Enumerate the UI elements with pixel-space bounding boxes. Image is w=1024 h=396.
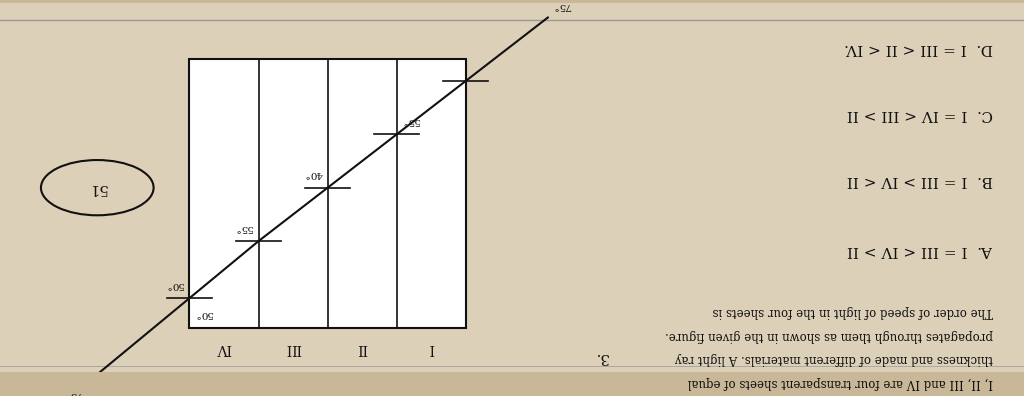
Text: propagates through them as shown in the given figure.: propagates through them as shown in the …: [666, 329, 993, 341]
Text: 40°: 40°: [304, 169, 323, 179]
Bar: [189, 59, 466, 327]
Text: 75°: 75°: [553, 1, 571, 10]
Text: I: I: [429, 341, 434, 355]
Text: A.  I = III < IV > II: A. I = III < IV > II: [847, 243, 993, 257]
Text: thickness and made of different materials. A light ray: thickness and made of different material…: [675, 352, 993, 366]
Text: 51: 51: [88, 181, 106, 195]
Text: D.  I = III < II < IV.: D. I = III < II < IV.: [845, 41, 993, 55]
Text: II: II: [357, 341, 368, 355]
Text: The order of speed of light in the four sheets is: The order of speed of light in the four …: [713, 305, 993, 318]
Text: 3.: 3.: [594, 350, 608, 364]
Text: III: III: [285, 341, 301, 355]
Text: 50°: 50°: [195, 309, 213, 318]
Text: 50°: 50°: [166, 280, 184, 289]
Text: 75°: 75°: [63, 390, 82, 396]
Text: 55°: 55°: [401, 116, 421, 125]
Text: IV: IV: [216, 341, 231, 355]
Text: 55°: 55°: [234, 223, 254, 232]
Text: C.  I = IV < III > II: C. I = IV < III > II: [847, 107, 993, 121]
Text: B.  I = III > IV < II: B. I = III > IV < II: [847, 173, 993, 187]
Text: I, II, III and IV are four transparent sheets of equal: I, II, III and IV are four transparent s…: [688, 377, 993, 389]
